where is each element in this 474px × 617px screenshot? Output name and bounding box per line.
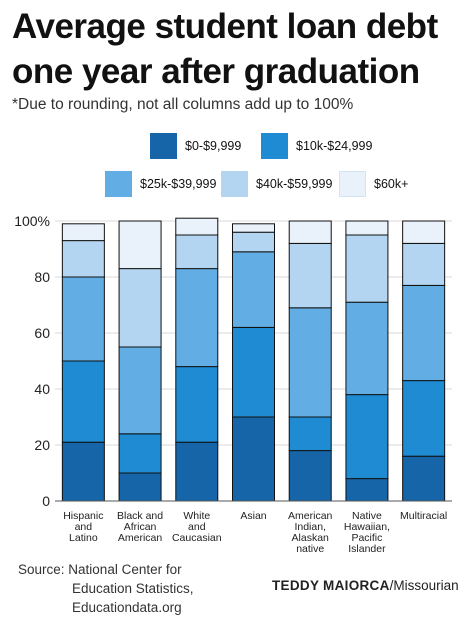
y-tick-label: 100%	[14, 213, 50, 229]
y-tick-label: 40	[34, 381, 50, 397]
legend-label: $25k-$39,999	[140, 177, 217, 191]
bar-segment	[232, 231, 275, 253]
x-tick-label: Multiracial	[400, 510, 447, 522]
bar-segment	[61, 441, 105, 502]
source-note: Source: National Center for Education St…	[18, 560, 278, 617]
chart-title: Average student loan debt one year after…	[12, 7, 438, 91]
bar-segment	[118, 472, 162, 502]
legend-swatch	[150, 133, 177, 159]
bar-segment	[402, 220, 446, 244]
x-tick-label: Black and African American	[117, 510, 163, 544]
y-tick-label: 60	[34, 325, 50, 341]
legend-item-0: $0-$9,999	[150, 133, 241, 159]
bar-segment	[175, 234, 219, 270]
legend-label: $40k-$59,999	[256, 177, 333, 191]
bar-segment	[232, 223, 275, 233]
bar-segment	[402, 455, 446, 502]
legend-label: $60k+	[374, 177, 409, 191]
bar-segment	[175, 441, 219, 502]
source-line: Education Statistics,	[72, 581, 194, 596]
y-tick-label: 20	[34, 437, 50, 453]
stacked-bar-chart: 0 20 40 60 80 100% Hispanic and Latino Black and A…	[14, 213, 452, 555]
y-tick-label: 80	[34, 269, 50, 285]
legend-item-2: $25k-$39,999	[105, 171, 216, 197]
bar-segment	[288, 242, 332, 309]
credit-name: TEDDY MAIORCA	[272, 578, 390, 593]
bar-segment	[402, 284, 446, 382]
source-label: Source:	[18, 562, 65, 577]
legend-item-1: $10k-$24,999	[261, 133, 372, 159]
chart-subtitle: *Due to rounding, not all columns add up…	[12, 96, 354, 113]
legend-swatch	[339, 171, 366, 197]
bar-segment	[118, 433, 162, 474]
legend-label: $0-$9,999	[185, 139, 242, 153]
x-tick-label: Asian	[240, 510, 266, 522]
bar-segment	[288, 450, 332, 502]
bar-segment	[118, 268, 162, 348]
x-tick-label: Native Hawaiian, Pacific Islander	[344, 510, 390, 555]
bar-segment	[402, 380, 446, 457]
bar-segment	[345, 234, 389, 303]
byline: TEDDY MAIORCA/Missourian	[272, 578, 459, 593]
bar-segment	[61, 240, 105, 278]
x-tick-label: American Indian, Alaskan native	[288, 510, 333, 555]
legend-swatch	[261, 133, 288, 159]
legend-label: $10k-$24,999	[296, 139, 373, 153]
x-tick-label: Hispanic and Latino	[63, 510, 103, 544]
legend-swatch	[221, 171, 248, 197]
bar-segment	[345, 478, 389, 502]
bar-segment	[345, 301, 389, 396]
x-tick-label: White and Caucasian	[172, 510, 222, 544]
bar-segment	[175, 366, 219, 443]
bar-segment	[288, 416, 332, 452]
bar-segment	[61, 276, 105, 362]
source-line: National Center for	[68, 562, 182, 577]
bar-segment	[288, 307, 332, 418]
bar-segment	[118, 346, 162, 435]
bar-segment	[345, 220, 389, 236]
bar-segment	[345, 394, 389, 480]
y-tick-label: 0	[42, 493, 50, 509]
bar-segment	[288, 220, 332, 244]
legend-item-3: $40k-$59,999	[221, 171, 332, 197]
bar-segment	[61, 360, 105, 443]
bar-segment	[61, 223, 105, 242]
bar-segment	[402, 242, 446, 286]
credit-org: /Missourian	[389, 578, 459, 593]
source-line: Educationdata.org	[72, 600, 182, 615]
bar-segment	[175, 217, 219, 236]
legend-swatch	[105, 171, 132, 197]
bar-segment	[118, 220, 162, 270]
bar-segment	[232, 251, 275, 328]
legend-item-4: $60k+	[339, 171, 408, 197]
bar-segment	[232, 326, 275, 418]
bar-segment	[175, 268, 219, 368]
bar-segment	[232, 416, 275, 502]
